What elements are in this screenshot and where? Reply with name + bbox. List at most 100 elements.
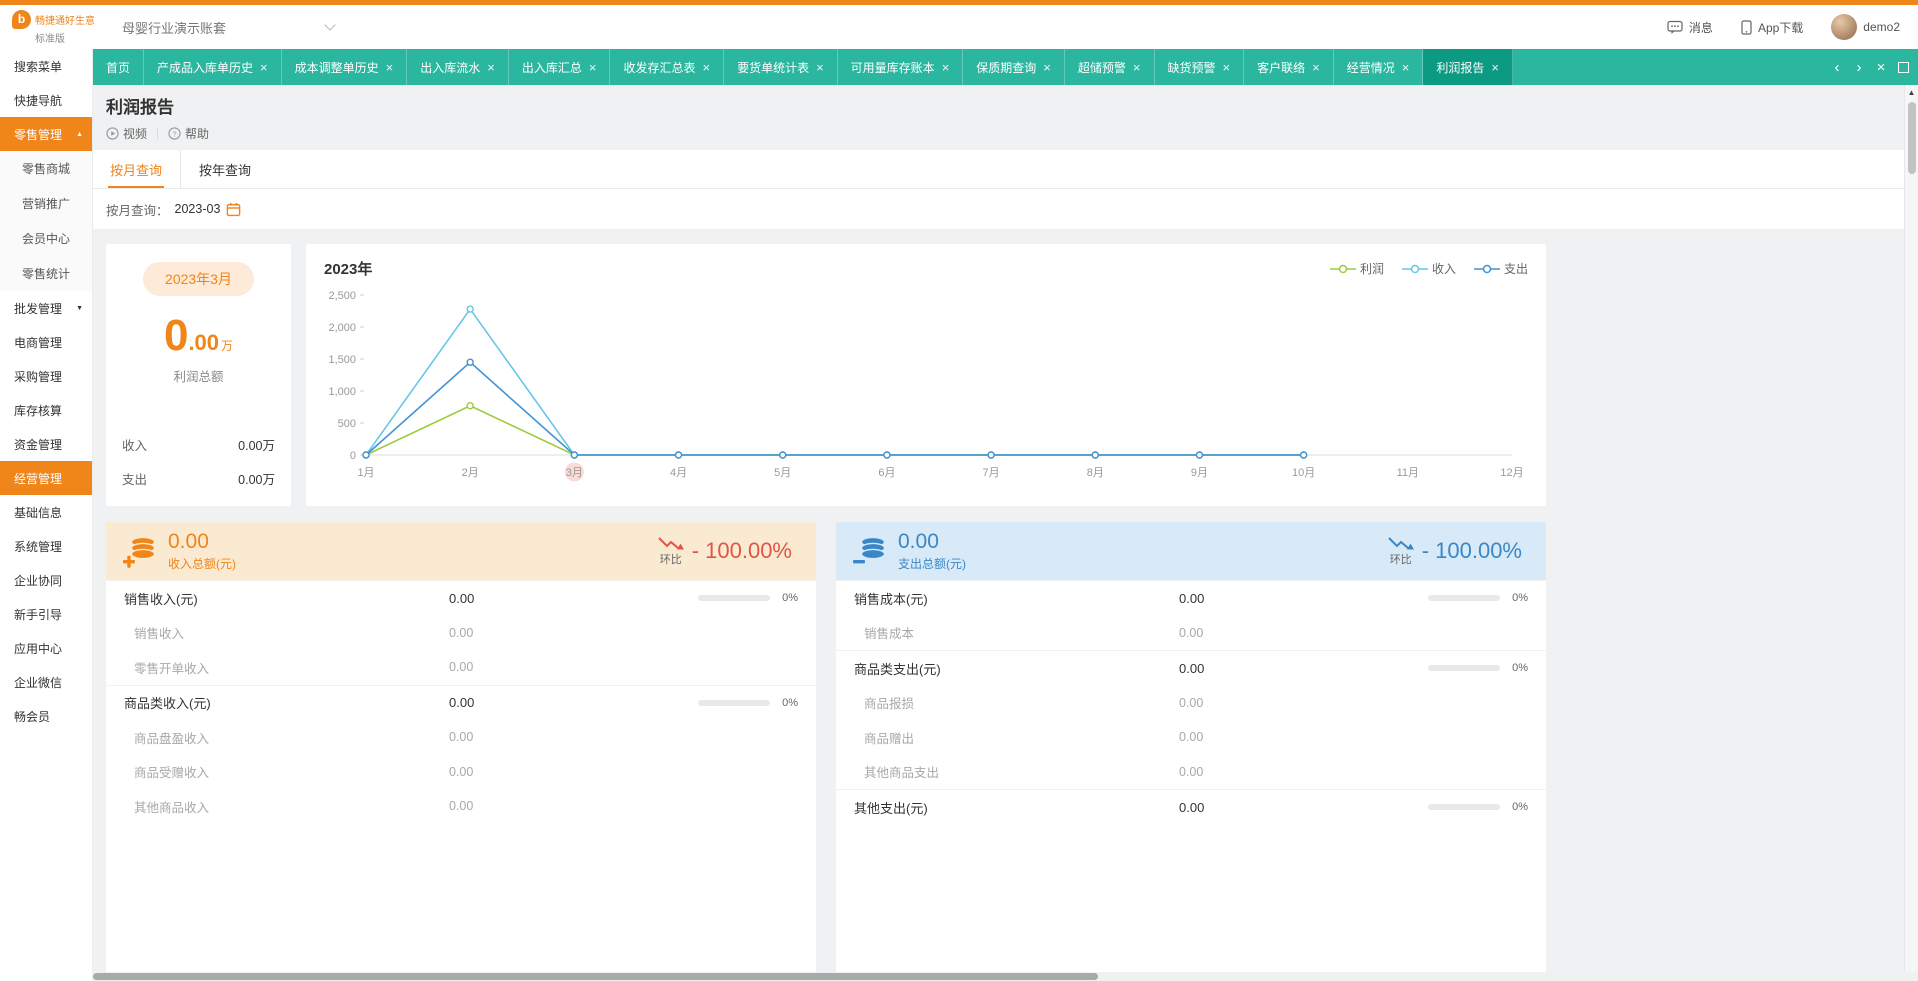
video-link[interactable]: 视频 [106, 125, 147, 142]
main-area: 首页 产成品入库单历史 × 成本调整单历史 × 出入库流水 × 出入库汇总 × … [93, 49, 1918, 981]
tab-close-icon[interactable]: × [941, 59, 950, 75]
help-link[interactable]: ? 帮助 [168, 125, 209, 142]
sidebar-item[interactable]: 零售商城 [0, 151, 92, 186]
tab[interactable]: 经营情况 × [1334, 49, 1424, 85]
sidebar-item[interactable]: 企业微信 [14, 675, 63, 690]
tab-close-icon[interactable]: × [588, 59, 597, 75]
tab-close-icon[interactable]: × [1312, 59, 1320, 75]
scroll-up-icon[interactable]: ▲ [1907, 88, 1916, 97]
vertical-scrollbar-thumb[interactable] [1907, 102, 1916, 174]
tab[interactable]: 缺货预警 × [1155, 49, 1245, 85]
tab-close-icon[interactable]: × [260, 59, 268, 75]
tab-close-icon[interactable]: × [487, 59, 495, 75]
panel-row: 商品受赠收入 0.00 [134, 764, 474, 781]
sidebar-item[interactable]: 零售统计 [0, 256, 92, 291]
svg-text:9月: 9月 [1191, 467, 1208, 479]
svg-text:0: 0 [350, 450, 356, 462]
close-tabs-button[interactable]: × [1876, 58, 1886, 76]
sidebar-item[interactable]: 快捷导航 [14, 93, 63, 108]
panel-row: 其他商品收入 0.00 [134, 799, 474, 815]
tab-close-icon[interactable]: × [1222, 59, 1231, 75]
panel-row: 其他支出(元) 0.00 0% [836, 789, 1546, 825]
app-download-button[interactable]: App下载 [1741, 19, 1803, 36]
svg-text:2,500: 2,500 [328, 290, 356, 302]
horizontal-scrollbar-thumb[interactable] [93, 973, 1098, 980]
sidebar-item[interactable]: 采购管理 [14, 369, 63, 384]
tab[interactable]: 首页 [93, 49, 145, 85]
divider [157, 127, 159, 140]
income-expense-row: 0.00 收入总额(元) 环比 [106, 522, 1918, 981]
sidebar-item[interactable]: 批发管理 ▼ [14, 301, 83, 316]
sidebar-item[interactable]: 新手引导 [14, 607, 63, 622]
tab-close-icon[interactable]: × [702, 59, 711, 75]
sidebar-item[interactable]: 搜索菜单 [14, 59, 63, 74]
tab[interactable]: 可用量库存账本 × [838, 49, 964, 85]
sidebar-item[interactable]: 企业协同 [14, 573, 63, 588]
sidebar-item[interactable]: 零售管理 ▲ [0, 117, 92, 151]
panel-row: 零售开单收入 0.00 [134, 660, 474, 676]
top-accent-bar [0, 0, 1918, 5]
sidebar-item[interactable]: 电商管理 [14, 335, 63, 350]
message-bubble-icon [1667, 20, 1683, 34]
tab-scroll-left-button[interactable]: ‹ [1834, 58, 1840, 76]
income-panel-header: 0.00 收入总额(元) 环比 [106, 522, 816, 580]
tab[interactable]: 出入库流水 × [407, 49, 509, 85]
tab[interactable]: 收发存汇总表 × [610, 49, 725, 85]
summary-row: 收入 0.00万 [122, 439, 275, 453]
income-rows: 销售收入(元) 0.00 0% 销售收入 0.00 零售开单收入 0.00 商品… [106, 580, 816, 981]
query-tab[interactable]: 按月查询 [106, 150, 180, 188]
sidebar-item[interactable]: 系统管理 [14, 539, 63, 554]
tab-close-icon[interactable]: × [1491, 59, 1499, 75]
panel-row: 商品类收入(元) 0.00 0% [106, 684, 816, 721]
sidebar-item[interactable]: 资金管理 [14, 437, 63, 452]
tab[interactable]: 利润报告 × [1423, 49, 1513, 85]
tab[interactable]: 成本调整单历史 × [282, 49, 408, 85]
sidebar-item[interactable]: 畅会员 [14, 709, 51, 724]
income-total-label: 收入总额(元) [168, 557, 236, 572]
legend-item[interactable]: 收入 [1401, 260, 1456, 277]
income-ratio: 环比 - 100.00% [657, 536, 800, 567]
tab[interactable]: 出入库汇总 × [509, 49, 611, 85]
tab-close-icon[interactable]: × [1043, 59, 1051, 75]
sidebar-item[interactable]: 基础信息 [14, 505, 63, 520]
tab[interactable]: 要货单统计表 × [724, 49, 838, 85]
tab-close-icon[interactable]: × [816, 59, 824, 75]
date-filter-value[interactable]: 2023-03 [174, 202, 221, 216]
account-selector[interactable]: 母婴行业演示账套 [122, 18, 336, 37]
calendar-icon[interactable] [226, 202, 241, 217]
query-tab[interactable]: 按年查询 [180, 150, 269, 188]
horizontal-scrollbar[interactable] [93, 972, 1904, 981]
tab[interactable]: 客户联络 × [1244, 49, 1334, 85]
svg-text:500: 500 [338, 418, 356, 430]
brand-logo: b 畅捷通好生意 标准版 [12, 9, 112, 45]
legend-item[interactable]: 利润 [1329, 260, 1384, 277]
tab-close-icon[interactable]: × [1401, 59, 1410, 75]
tab-scroll-right-button[interactable]: › [1856, 58, 1862, 76]
legend-item[interactable]: 支出 [1473, 260, 1528, 277]
income-ratio-value: - 100.00% [691, 538, 792, 563]
tab[interactable]: 超储预警 × [1065, 49, 1155, 85]
ratio-label: 环比 [659, 553, 682, 566]
vertical-scrollbar[interactable]: ▲ [1904, 85, 1918, 972]
tab[interactable]: 保质期查询 × [963, 49, 1065, 85]
avatar [1831, 14, 1858, 40]
sidebar-arrow-icon: ▼ [76, 304, 83, 312]
svg-text:1月: 1月 [357, 467, 374, 479]
income-panel: 0.00 收入总额(元) 环比 [106, 522, 816, 981]
tab-bar: 首页 产成品入库单历史 × 成本调整单历史 × 出入库流水 × 出入库汇总 × … [93, 49, 1918, 85]
sidebar-item[interactable]: 营销推广 [0, 186, 92, 221]
messages-button[interactable]: 消息 [1667, 19, 1713, 36]
progress-percent: 0% [1512, 662, 1528, 675]
tab[interactable]: 产成品入库单历史 × [144, 49, 282, 85]
fullscreen-button[interactable] [1892, 55, 1914, 79]
sidebar-item[interactable]: 经营管理 [0, 461, 92, 495]
phone-icon [1741, 19, 1752, 35]
progress-bar [698, 699, 770, 706]
tab-close-icon[interactable]: × [1132, 59, 1141, 75]
user-menu[interactable]: demo2 [1831, 14, 1900, 40]
tab-close-icon[interactable]: × [385, 59, 394, 75]
profit-amount-label: 利润总额 [173, 370, 224, 384]
sidebar-item[interactable]: 库存核算 [14, 403, 63, 418]
sidebar-item[interactable]: 应用中心 [14, 641, 63, 656]
sidebar-item[interactable]: 会员中心 [0, 221, 92, 256]
